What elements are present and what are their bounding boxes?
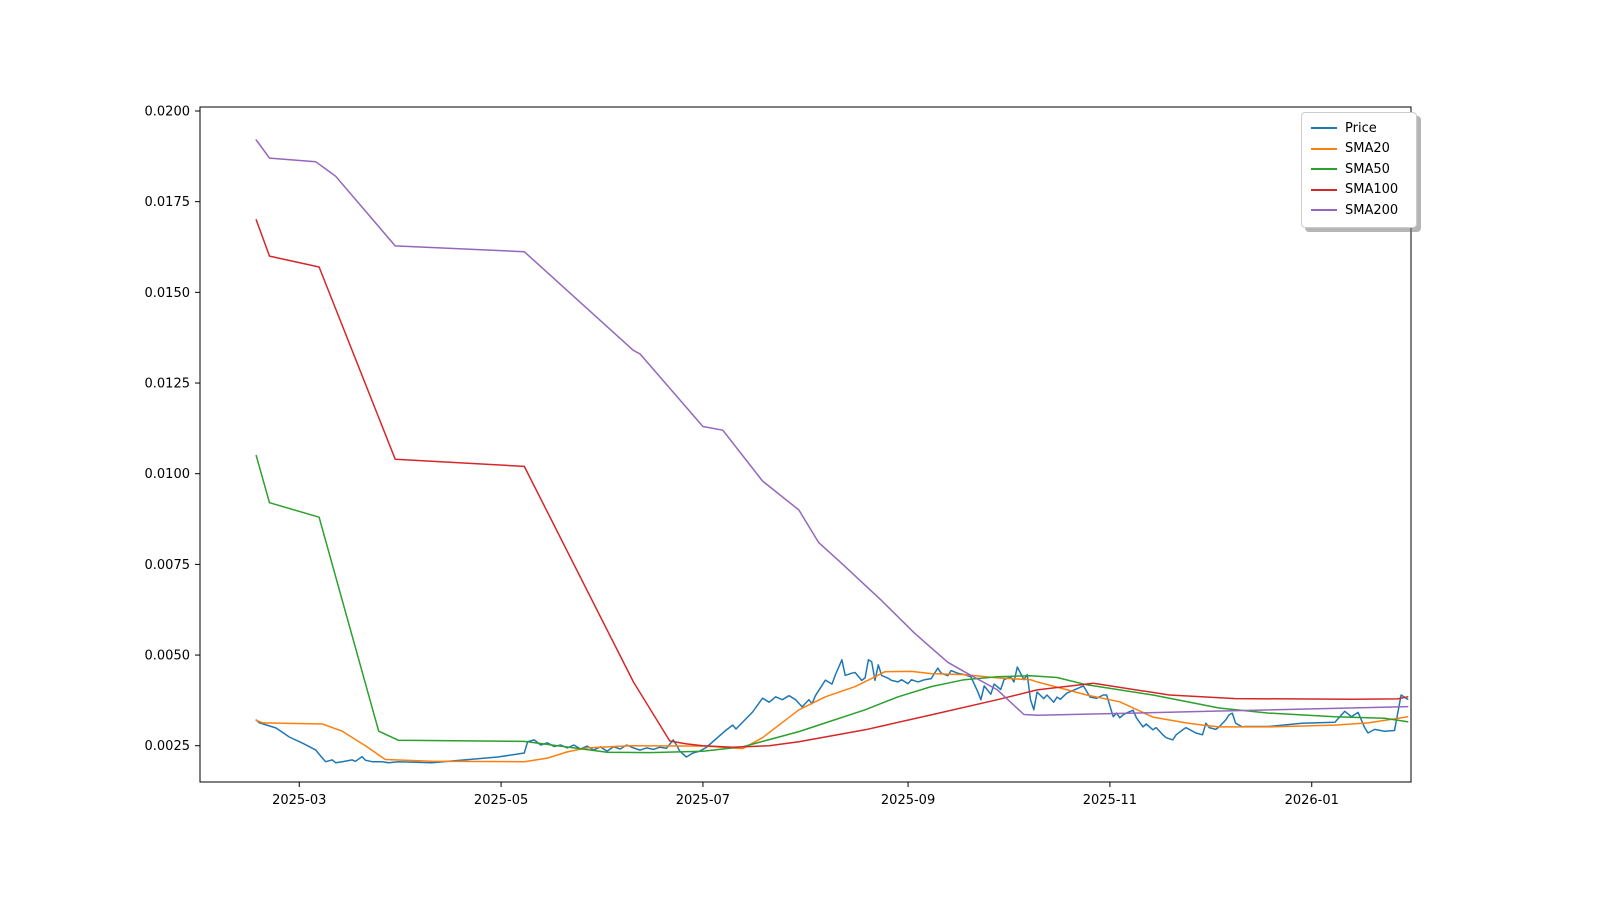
legend-label: SMA20 xyxy=(1345,141,1390,157)
x-tick-label: 2025-03 xyxy=(272,793,326,808)
plot-frame xyxy=(199,106,1412,783)
y-tick-label: 0.0125 xyxy=(145,377,191,392)
legend-item-SMA200: SMA200 xyxy=(1311,200,1407,221)
x-tick-label: 2025-11 xyxy=(1083,793,1137,808)
legend-label: SMA100 xyxy=(1345,182,1399,198)
legend[interactable]: Price SMA20 SMA50 SMA100 SMA200 xyxy=(1301,112,1417,228)
y-tick-label: 0.0075 xyxy=(145,558,191,573)
series-line-SMA50 xyxy=(255,454,1409,754)
series-line-SMA100 xyxy=(255,219,1409,748)
x-tick-label: 2025-09 xyxy=(881,793,935,808)
legend-label: SMA200 xyxy=(1345,202,1399,218)
legend-line-swatch xyxy=(1311,147,1337,150)
y-tick-label: 0.0175 xyxy=(145,195,191,210)
legend-item-SMA100: SMA100 xyxy=(1311,180,1407,201)
legend-label: SMA50 xyxy=(1345,161,1390,177)
y-tick-label: 0.0150 xyxy=(145,286,191,301)
legend-line-swatch xyxy=(1311,168,1337,171)
x-tick-label: 2025-05 xyxy=(474,793,528,808)
series-line-SMA200 xyxy=(255,139,1409,717)
x-tick-label: 2026-01 xyxy=(1285,793,1339,808)
y-tick-label: 0.0025 xyxy=(145,739,191,754)
legend-line-swatch xyxy=(1311,209,1337,212)
y-tick-label: 0.0100 xyxy=(145,467,191,482)
y-tick-label: 0.0050 xyxy=(145,649,191,664)
legend-item-SMA20: SMA20 xyxy=(1311,139,1407,160)
legend-item-Price: Price xyxy=(1311,118,1407,139)
legend-item-SMA50: SMA50 xyxy=(1311,159,1407,180)
y-tick-label: 0.0200 xyxy=(145,104,191,119)
legend-line-swatch xyxy=(1311,127,1337,130)
series-line-SMA20 xyxy=(255,670,1409,763)
legend-line-swatch xyxy=(1311,188,1337,191)
x-tick-label: 2025-07 xyxy=(676,793,730,808)
legend-label: Price xyxy=(1345,120,1377,136)
